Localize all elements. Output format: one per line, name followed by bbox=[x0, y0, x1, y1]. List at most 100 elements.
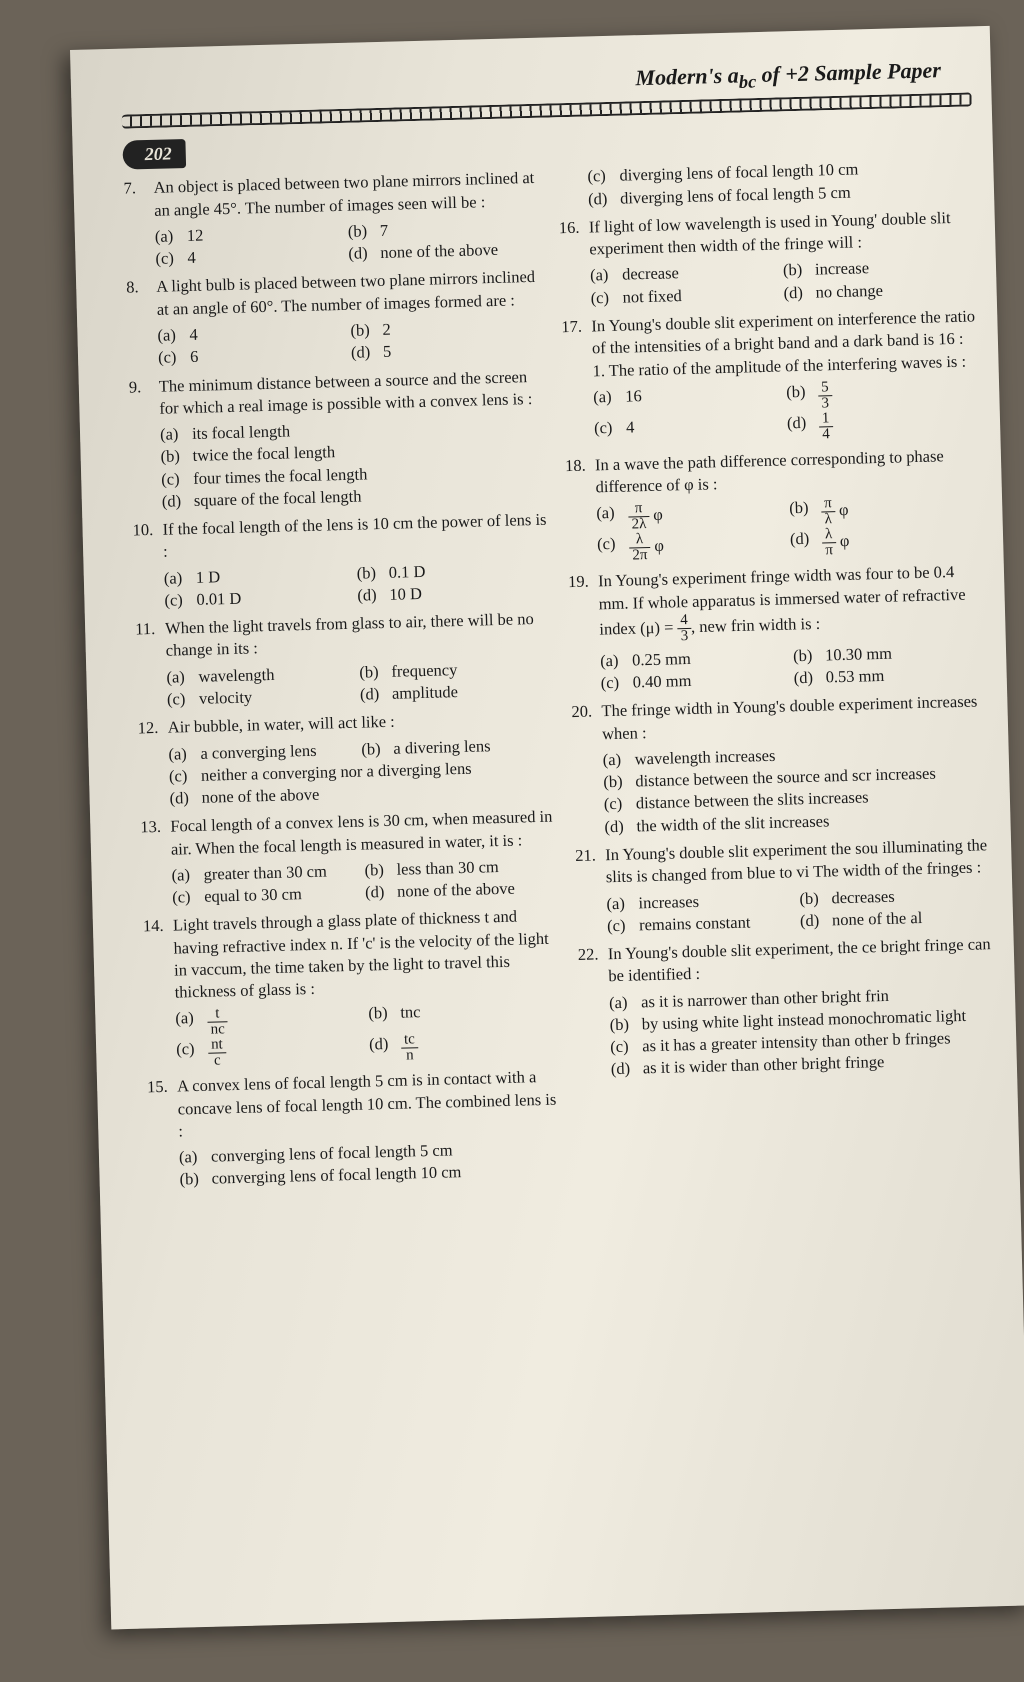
options: (a)16(b)53(c)4(d)14 bbox=[593, 376, 980, 448]
option-text: 0.1 D bbox=[388, 561, 425, 584]
question: 21.In Young's double slit experiment the… bbox=[575, 834, 992, 889]
question-text: Focal length of a convex lens is 30 cm, … bbox=[170, 806, 557, 861]
option-text: λπ φ bbox=[822, 527, 850, 559]
option-label: (c) bbox=[169, 765, 202, 788]
question-text: When the light travels from glass to air… bbox=[165, 608, 552, 663]
option-text: greater than 30 cm bbox=[203, 860, 327, 885]
option-text: 4 bbox=[626, 416, 635, 447]
option-text: a converging lens bbox=[200, 739, 317, 764]
question: 18.In a wave the path difference corresp… bbox=[565, 444, 982, 499]
option-text: velocity bbox=[199, 686, 253, 710]
option-text: 12 bbox=[187, 224, 204, 247]
question-text: In Young's double slit experiment the so… bbox=[605, 834, 992, 889]
option-text: 0.25 mm bbox=[632, 648, 691, 672]
options: (a)wavelength(b)frequency(c)velocity(d)a… bbox=[166, 656, 553, 711]
question: 22.In Young's double slit experiment, th… bbox=[578, 933, 995, 988]
option-label: (d) bbox=[162, 490, 195, 513]
option-text: diverging lens of focal length 5 cm bbox=[620, 181, 851, 209]
question-number: 11. bbox=[135, 618, 166, 663]
options: (a)0.25 mm(b)10.30 mm(c)0.40 mm(d)0.53 m… bbox=[600, 640, 987, 695]
option-text: 10.30 mm bbox=[825, 643, 892, 667]
option-text: the width of the slit increases bbox=[636, 810, 829, 837]
page-background: Modern's abc of +2 Sample Paper 202 7.An… bbox=[0, 0, 1024, 1682]
option-label: (d) bbox=[351, 341, 384, 364]
option-text: 5 bbox=[383, 341, 392, 363]
options: (a)decrease(b)increase(c)not fixed(d)no … bbox=[590, 255, 977, 310]
option-text: 53 bbox=[818, 380, 832, 411]
option-text: its focal length bbox=[192, 420, 291, 445]
option-label: (c) bbox=[590, 286, 623, 309]
option-label: (c) bbox=[607, 914, 640, 937]
option: (c)6 bbox=[158, 342, 352, 369]
question-number: 8. bbox=[126, 276, 157, 321]
option-label: (c) bbox=[161, 468, 194, 491]
option-label: (b) bbox=[160, 445, 193, 468]
option: (c)equal to 30 cm bbox=[172, 882, 366, 909]
question-text: The fringe width in Young's double exper… bbox=[601, 691, 988, 746]
option: (d)10 D bbox=[357, 580, 551, 607]
question-text: If light of low wavelength is used in Yo… bbox=[589, 206, 976, 261]
question-text: A convex lens of focal length 5 cm is in… bbox=[177, 1066, 565, 1143]
question-text: In Young's double slit experiment on int… bbox=[591, 305, 979, 382]
option-text: increase bbox=[815, 258, 870, 282]
option-text: 7 bbox=[380, 220, 389, 242]
option-text: amplitude bbox=[392, 681, 459, 705]
option-label: (b) bbox=[357, 561, 390, 584]
option-label: (d) bbox=[169, 787, 202, 810]
question-number: 9. bbox=[129, 375, 160, 420]
option-text: tnc bbox=[207, 1007, 228, 1039]
option-text: 16 bbox=[625, 385, 642, 416]
option-text: π2λ φ bbox=[628, 501, 663, 533]
option-label: (a) bbox=[166, 666, 199, 689]
option: (d)no change bbox=[783, 277, 977, 304]
question: 11.When the light travels from glass to … bbox=[135, 608, 552, 663]
option-label: (a) bbox=[593, 385, 626, 417]
option-label: (c) bbox=[172, 886, 205, 909]
option-text: no change bbox=[815, 280, 883, 304]
options: (a)12(b)7(c)4(d)none of the above bbox=[155, 216, 542, 271]
left-column: 7.An object is placed between two plane … bbox=[123, 167, 566, 1198]
option-label: (b) bbox=[783, 259, 816, 282]
option-label: (b) bbox=[359, 661, 392, 684]
option-text: 4 bbox=[189, 324, 198, 346]
option-label: (a) bbox=[606, 892, 639, 915]
option: (d)none of the above bbox=[365, 877, 559, 904]
option-text: less than 30 cm bbox=[396, 856, 499, 881]
question-number: 18. bbox=[565, 454, 596, 499]
option: (d)none of the above bbox=[348, 238, 542, 265]
question-number: 20. bbox=[571, 701, 602, 746]
option-label: (b) bbox=[350, 319, 383, 342]
option-text: frequency bbox=[391, 659, 458, 683]
question-number: 16. bbox=[559, 216, 590, 261]
option: (d)5 bbox=[351, 337, 545, 364]
option-text: equal to 30 cm bbox=[204, 883, 302, 908]
question-text: A light bulb is placed between two plane… bbox=[156, 266, 543, 321]
option-text: 0.40 mm bbox=[632, 670, 691, 694]
option-label: (d) bbox=[348, 242, 381, 265]
option-label: (c) bbox=[176, 1038, 209, 1070]
question: 8.A light bulb is placed between two pla… bbox=[126, 266, 543, 321]
option-label: (b) bbox=[364, 859, 397, 882]
question-number: 15. bbox=[147, 1076, 179, 1144]
option-text: 1 D bbox=[196, 566, 221, 589]
question-number: 21. bbox=[575, 844, 606, 889]
question-number: 13. bbox=[140, 816, 171, 861]
option-text: 0.01 D bbox=[196, 588, 241, 611]
option-label: (d) bbox=[357, 584, 390, 607]
options: (a)as it is narrower than other bright f… bbox=[609, 982, 997, 1081]
option-label: (b) bbox=[799, 887, 832, 910]
content-columns: 7.An object is placed between two plane … bbox=[123, 156, 999, 1198]
option-label: (b) bbox=[789, 497, 822, 529]
option-label: (a) bbox=[179, 1146, 212, 1169]
option-label: (c) bbox=[587, 165, 620, 188]
question-number: 22. bbox=[578, 943, 609, 988]
option-label: (a) bbox=[596, 502, 629, 534]
option-label: (a) bbox=[160, 423, 193, 446]
option-label: (a) bbox=[590, 264, 623, 287]
option: (a)π2λ φ bbox=[596, 498, 790, 534]
options: (a)π2λ φ(b)πλ φ(c)λ2π φ(d)λπ φ bbox=[596, 493, 983, 565]
option-label: (a) bbox=[175, 1007, 208, 1039]
option-label: (d) bbox=[800, 909, 833, 932]
question-number: 14. bbox=[143, 915, 175, 1005]
option-text: remains constant bbox=[639, 911, 751, 936]
